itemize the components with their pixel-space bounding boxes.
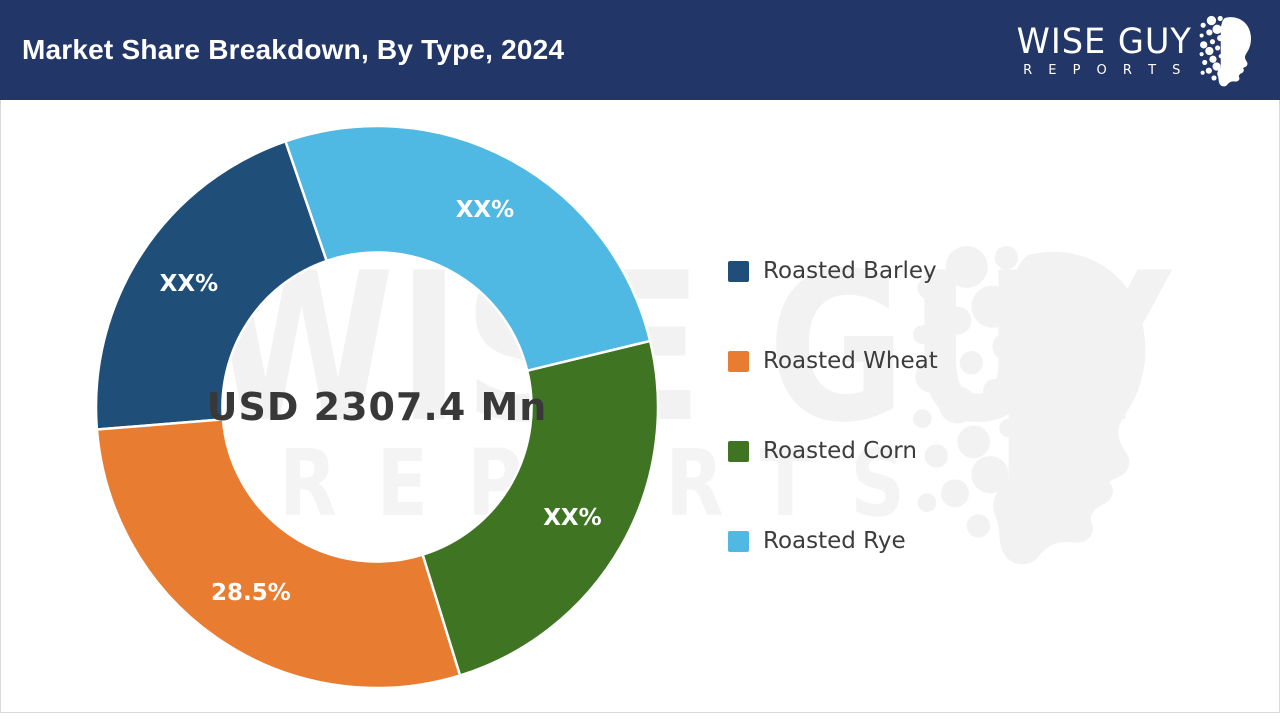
watermark-face-dots-icon — [913, 246, 1146, 565]
legend-item-roasted-corn: Roasted Corn — [728, 436, 938, 466]
donut-segment-roasted-corn — [421, 339, 660, 677]
chart-legend: Roasted Barley Roasted Wheat Roasted Cor… — [728, 256, 938, 616]
legend-item-roasted-barley: Roasted Barley — [728, 256, 938, 286]
header-bar: Market Share Breakdown, By Type, 2024 WI… — [0, 0, 1280, 100]
segment-value-label-roasted-rye: XX% — [455, 196, 515, 223]
legend-item-roasted-rye: Roasted Rye — [728, 526, 938, 556]
legend-item-label: Roasted Barley — [763, 258, 937, 284]
segment-value-label-roasted-wheat: 28.5% — [211, 580, 291, 607]
legend-item-label: Roasted Rye — [763, 528, 906, 554]
brand-name: WISE GUY — [1017, 22, 1193, 62]
brand-logo: WISE GUY R E P O R T S — [1013, 7, 1260, 93]
page-title: Market Share Breakdown, By Type, 2024 — [22, 34, 565, 65]
face-dots-logo-icon — [1199, 15, 1252, 87]
legend-color-swatch — [728, 440, 749, 462]
legend-item-label: Roasted Wheat — [763, 348, 938, 374]
brand-logo-text: WISE GUY R E P O R T S — [1013, 22, 1196, 78]
legend-color-swatch — [728, 260, 749, 282]
segment-value-label-roasted-corn: XX% — [543, 505, 602, 532]
donut-chart — [94, 124, 660, 690]
segment-value-label-roasted-barley: XX% — [159, 270, 219, 297]
legend-item-roasted-wheat: Roasted Wheat — [728, 346, 938, 376]
donut-center-value: USD 2307.4 Mn — [206, 385, 548, 429]
brand-subtitle: R E P O R T S — [1023, 63, 1187, 78]
legend-color-swatch — [728, 530, 749, 552]
legend-color-swatch — [728, 350, 749, 372]
donut-segment-roasted-barley — [94, 139, 329, 431]
legend-item-label: Roasted Corn — [763, 438, 917, 464]
donut-segment-roasted-wheat — [95, 418, 462, 690]
donut-segment-roasted-rye — [283, 124, 652, 373]
